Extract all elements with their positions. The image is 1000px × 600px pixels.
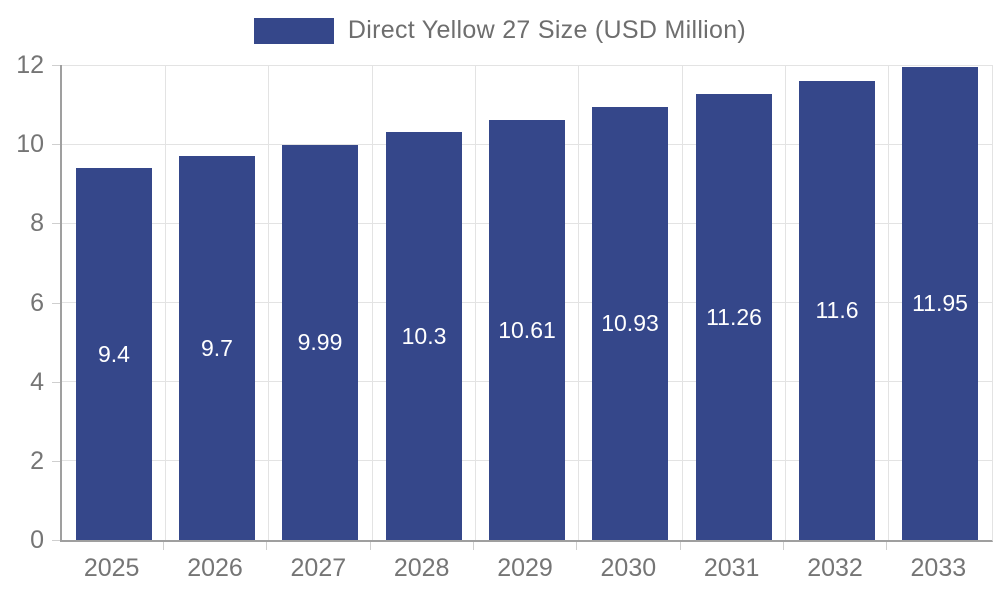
bar: 10.61	[489, 120, 565, 540]
bar-value-label: 9.7	[201, 334, 233, 361]
x-axis-tick-label: 2029	[497, 554, 553, 582]
x-axis-tick-label: 2025	[83, 554, 140, 582]
legend: Direct Yellow 27 Size (USD Million)	[0, 16, 1000, 45]
y-axis-tick	[52, 381, 60, 383]
y-axis-tick-label: 10	[16, 130, 44, 159]
bar: 10.3	[386, 132, 462, 540]
y-axis-tick	[52, 65, 60, 66]
x-axis-tick-label: 2033	[910, 554, 967, 582]
y-axis-tick-label: 4	[30, 367, 44, 396]
x-axis-tick	[472, 542, 474, 550]
gridline-horizontal	[62, 64, 992, 66]
y-axis-tick-label: 0	[30, 526, 44, 554]
x-axis-tick	[266, 542, 268, 550]
bar-value-label: 11.6	[815, 297, 859, 323]
gridline-vertical	[268, 65, 270, 540]
gridline-vertical	[578, 65, 580, 540]
x-axis-tick-label: 2030	[600, 554, 657, 582]
x-axis-tick-label: 2027	[290, 554, 347, 582]
x-axis-tick-label: 2028	[393, 554, 450, 582]
gridline-vertical	[164, 65, 166, 540]
y-axis-tick	[52, 223, 60, 225]
plot-area: 9.4 9.7 9.99 10.3 10.61 10.93 11.26 11.6 11.95	[60, 64, 993, 542]
bar-value-label: 11.95	[912, 290, 968, 316]
x-axis-tick-label: 2026	[187, 554, 243, 582]
x-axis-tick-label: 2032	[807, 554, 863, 582]
bar-value-label: 11.26	[706, 303, 762, 330]
bar: 9.4	[76, 168, 152, 540]
y-axis-tick	[52, 144, 60, 146]
bar: 11.6	[799, 81, 875, 540]
bar: 11.26	[696, 94, 772, 540]
x-axis-tick-label: 2031	[703, 554, 760, 582]
x-axis-tick	[782, 542, 784, 550]
gridline-vertical	[474, 65, 476, 540]
x-axis-tick	[369, 542, 371, 550]
bar-value-label: 10.93	[601, 310, 659, 336]
bar: 10.93	[592, 107, 668, 540]
bar-value-label: 9.99	[297, 329, 343, 355]
gridline-vertical	[681, 65, 683, 540]
bar: 9.7	[179, 156, 255, 540]
gridline-vertical	[371, 65, 373, 540]
bar-value-label: 10.3	[401, 322, 447, 349]
y-axis-tick	[52, 302, 60, 304]
x-axis-tick	[679, 542, 681, 550]
y-axis-tick-label: 8	[30, 209, 44, 238]
x-axis-tick	[886, 542, 888, 550]
gridline-vertical	[784, 65, 786, 540]
y-axis-tick-label: 2	[30, 446, 44, 475]
legend-label: Direct Yellow 27 Size (USD Million)	[347, 16, 747, 44]
y-axis-tick	[52, 540, 60, 541]
x-axis-tick	[576, 542, 578, 550]
bar-value-label: 10.61	[498, 316, 556, 343]
y-axis-tick-label: 6	[30, 288, 44, 317]
gridline-vertical	[888, 65, 890, 540]
bar: 9.99	[282, 145, 358, 540]
bar: 11.95	[902, 67, 978, 540]
y-axis-tick	[52, 460, 60, 462]
x-axis-tick	[162, 542, 164, 550]
bar-value-label: 9.4	[98, 340, 130, 367]
legend-swatch	[253, 17, 334, 44]
y-axis-tick-label: 12	[16, 51, 44, 79]
